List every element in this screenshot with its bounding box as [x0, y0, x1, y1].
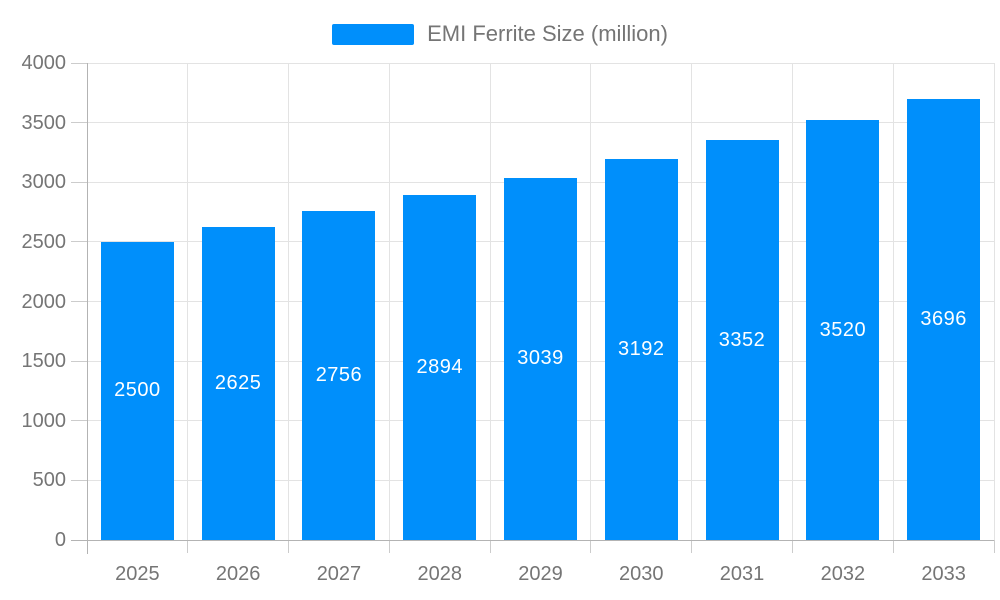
- y-axis-line: [86, 63, 88, 554]
- x-tick: [892, 540, 894, 553]
- x-gridline: [388, 63, 390, 540]
- y-axis-label: 2500: [21, 230, 67, 253]
- legend-swatch: [332, 23, 415, 45]
- bar-2026[interactable]: 2625: [201, 226, 275, 540]
- bar-value-label: 3696: [920, 308, 967, 331]
- bar-value-label: 3192: [618, 338, 665, 361]
- bar-2031[interactable]: 3352: [705, 140, 779, 540]
- bar-value-label: 2894: [416, 355, 463, 378]
- bar-2030[interactable]: 3192: [604, 159, 678, 540]
- bar-value-label: 2756: [315, 364, 363, 387]
- x-tick: [993, 540, 995, 553]
- x-tick: [187, 540, 189, 553]
- x-gridline: [993, 63, 995, 540]
- x-axis-label: 2032: [820, 563, 866, 585]
- x-tick: [489, 540, 491, 553]
- x-gridline: [187, 63, 189, 540]
- x-gridline: [892, 63, 894, 540]
- bar-value-label: 2625: [214, 371, 262, 394]
- y-tick: [71, 360, 87, 362]
- y-axis-label: 3500: [21, 111, 67, 134]
- legend[interactable]: EMI Ferrite Size (million): [0, 22, 1000, 46]
- x-tick: [288, 540, 290, 553]
- bar-2033[interactable]: 3696: [907, 99, 981, 540]
- x-axis-label: 2027: [316, 563, 362, 585]
- y-tick: [71, 62, 87, 64]
- bar-value-label: 3352: [718, 328, 766, 351]
- bar-2032[interactable]: 3520: [806, 120, 880, 540]
- x-axis-label: 2026: [215, 563, 261, 585]
- x-axis-label: 2025: [115, 563, 160, 585]
- y-gridline: [87, 122, 994, 124]
- bar-2028[interactable]: 2894: [403, 194, 477, 540]
- x-tick: [791, 540, 793, 553]
- y-axis-label: 1500: [21, 350, 67, 373]
- bar-2027[interactable]: 2756: [302, 211, 376, 540]
- y-tick: [71, 181, 87, 183]
- legend-label: EMI Ferrite Size (million): [427, 21, 668, 46]
- y-tick: [71, 479, 87, 481]
- x-axis-label: 2033: [921, 563, 966, 585]
- x-axis-label: 2031: [719, 563, 765, 585]
- x-gridline: [691, 63, 693, 540]
- x-axis-label: 2029: [518, 563, 563, 585]
- x-gridline: [288, 63, 290, 540]
- y-tick: [71, 122, 87, 124]
- x-tick: [691, 540, 693, 553]
- y-axis-label: 1000: [21, 409, 67, 432]
- bar-value-label: 3039: [517, 347, 564, 370]
- x-axis-label: 2030: [619, 563, 664, 585]
- x-tick: [388, 540, 390, 553]
- y-axis-label: 0: [54, 529, 66, 551]
- x-gridline: [489, 63, 491, 540]
- x-gridline: [590, 63, 592, 540]
- bar-2025[interactable]: 2500: [100, 241, 174, 540]
- y-tick: [71, 301, 87, 302]
- y-axis-label: 500: [32, 469, 66, 492]
- x-tick: [590, 540, 592, 553]
- bar-value-label: 3520: [819, 318, 867, 341]
- y-tick: [71, 420, 87, 422]
- y-axis-label: 2000: [21, 290, 67, 313]
- x-axis-line: [71, 539, 994, 541]
- bar-2029[interactable]: 3039: [504, 177, 577, 540]
- x-gridline: [791, 63, 793, 540]
- y-tick: [71, 241, 87, 243]
- y-axis-label: 3000: [21, 171, 67, 194]
- bar-value-label: 2500: [114, 379, 161, 402]
- y-axis-label: 4000: [21, 52, 67, 74]
- y-gridline: [87, 62, 994, 64]
- x-axis-label: 2028: [417, 563, 462, 585]
